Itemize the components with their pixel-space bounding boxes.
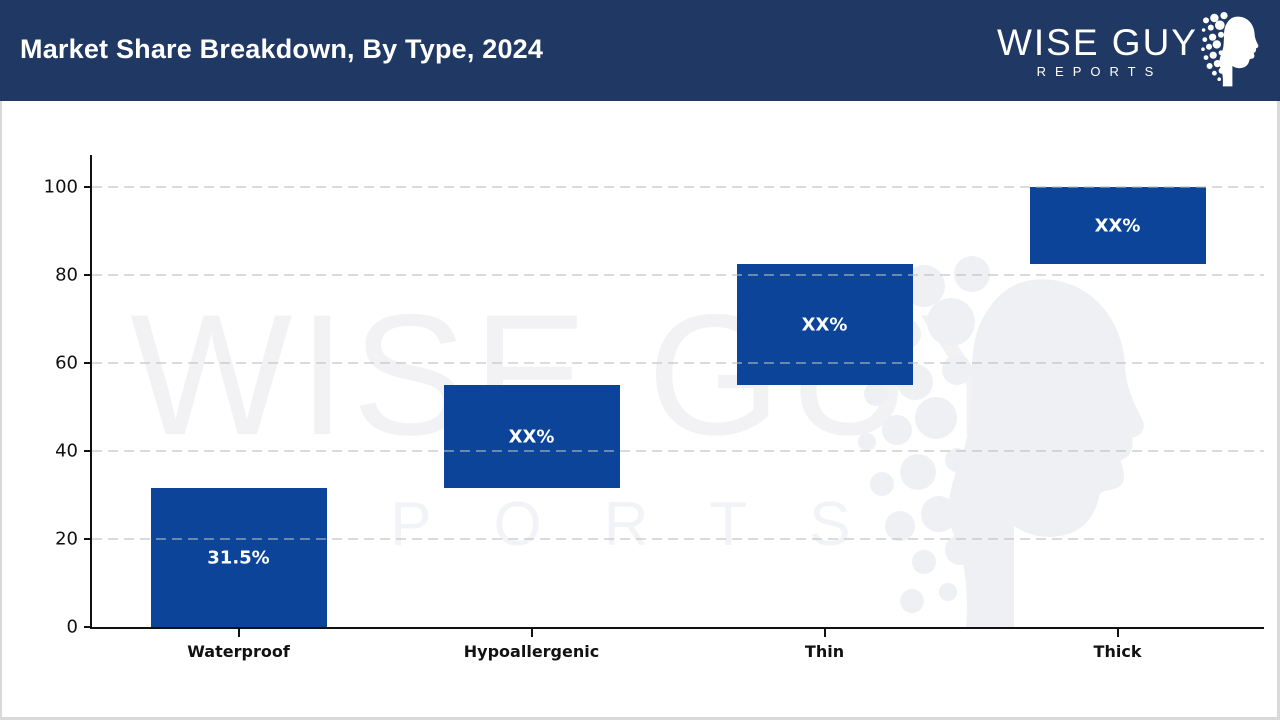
- gridline-80: [92, 274, 1264, 276]
- bar-value-label: 31.5%: [207, 547, 270, 569]
- page-title: Market Share Breakdown, By Type, 2024: [20, 34, 544, 64]
- x-tick-mark-3: [1116, 629, 1119, 637]
- y-tick-label-80: 80: [55, 264, 78, 286]
- y-tick-label-20: 20: [55, 528, 78, 550]
- bar-thick: [1029, 187, 1206, 264]
- x-category-label: Thin: [804, 642, 845, 661]
- gridline-40: [92, 450, 1264, 452]
- logo-wordmark: WISE GUY: [996, 22, 1198, 63]
- logo-text: WISE GUY REPORTS: [997, 24, 1198, 78]
- y-tick-mark-20: [84, 538, 92, 540]
- y-tick-mark-100: [84, 186, 92, 188]
- bar-value-label: XX%: [801, 314, 848, 335]
- x-category-label: Hypoallergenic: [463, 642, 600, 661]
- y-tick-label-100: 100: [43, 176, 78, 198]
- x-axis-line: [90, 627, 1264, 629]
- logo-head-icon: [1201, 12, 1259, 87]
- y-tick-label-60: 60: [55, 352, 78, 374]
- chart-area: WISE GUY REPORTS 0 20 40 60 80 100 31.5% Waterp…: [0, 101, 1280, 720]
- x-tick-mark-2: [823, 629, 826, 637]
- logo-subtitle: REPORTS: [1036, 64, 1163, 79]
- y-axis-line: [90, 155, 92, 629]
- x-category-label: Waterproof: [187, 642, 290, 661]
- wise-guy-logo: WISE GUY REPORTS: [997, 8, 1266, 94]
- bar-thin: [736, 264, 913, 385]
- x-tick-mark-0: [237, 629, 240, 637]
- gridline-20: [92, 538, 1264, 540]
- y-tick-mark-0: [84, 626, 92, 628]
- gridline-100: [92, 186, 1264, 188]
- y-tick-mark-60: [84, 362, 92, 364]
- y-tick-mark-40: [84, 450, 92, 452]
- x-category-label: Thick: [1093, 642, 1142, 661]
- bar-value-label: XX%: [508, 426, 555, 448]
- y-tick-label-40: 40: [55, 440, 78, 462]
- bar-value-label: XX%: [1094, 215, 1141, 236]
- gridline-60: [92, 362, 1264, 364]
- bar-waterproof: [150, 488, 327, 627]
- bar-hypoallergenic: [443, 385, 620, 489]
- x-tick-mark-1: [530, 629, 533, 637]
- y-tick-mark-80: [84, 274, 92, 276]
- y-tick-label-0: 0: [66, 616, 78, 638]
- header: Market Share Breakdown, By Type, 2024 WI…: [0, 0, 1280, 101]
